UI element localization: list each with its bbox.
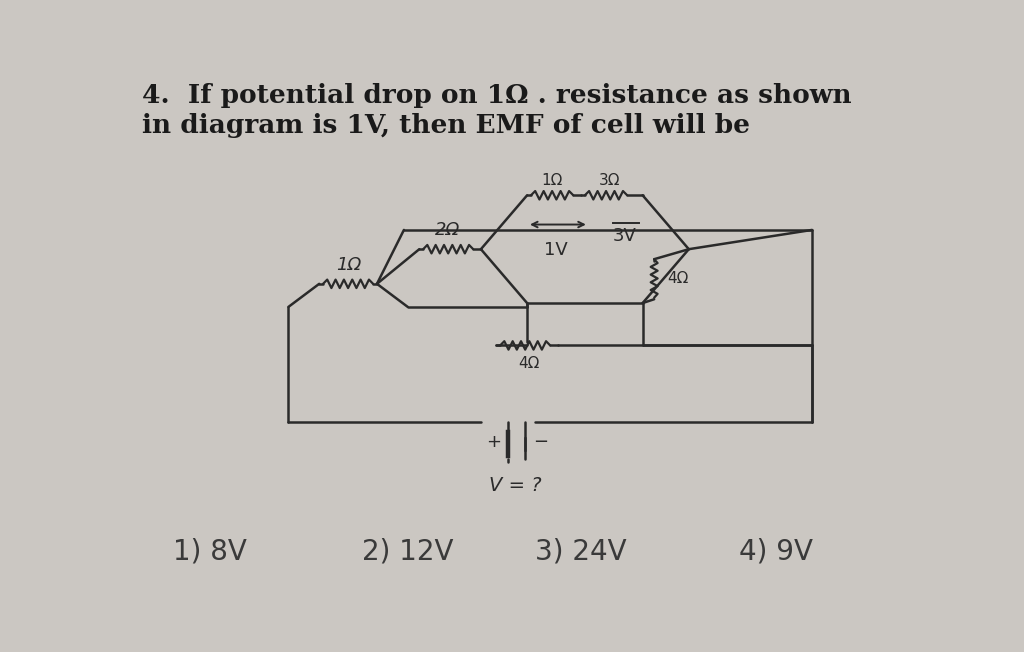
Text: 1) 8V: 1) 8V [173,537,247,565]
Text: −: − [532,433,548,451]
Text: +: + [486,433,502,451]
Text: 1Ω: 1Ω [541,173,562,188]
Text: 1V: 1V [544,241,567,259]
Text: 2Ω: 2Ω [435,221,461,239]
Text: 1Ω: 1Ω [336,256,361,274]
Text: V = ?: V = ? [489,475,542,495]
Text: 4Ω: 4Ω [668,271,688,286]
Text: 4Ω: 4Ω [518,356,540,371]
Text: 4.  If potential drop on 1Ω . resistance as shown: 4. If potential drop on 1Ω . resistance … [142,83,852,108]
Text: 2) 12V: 2) 12V [361,537,453,565]
Text: in diagram is 1V, then EMF of cell will be: in diagram is 1V, then EMF of cell will … [142,113,751,138]
Text: 3Ω: 3Ω [599,173,621,188]
Text: 3) 24V: 3) 24V [535,537,627,565]
Text: 3V: 3V [613,227,637,245]
Text: 4) 9V: 4) 9V [739,537,813,565]
